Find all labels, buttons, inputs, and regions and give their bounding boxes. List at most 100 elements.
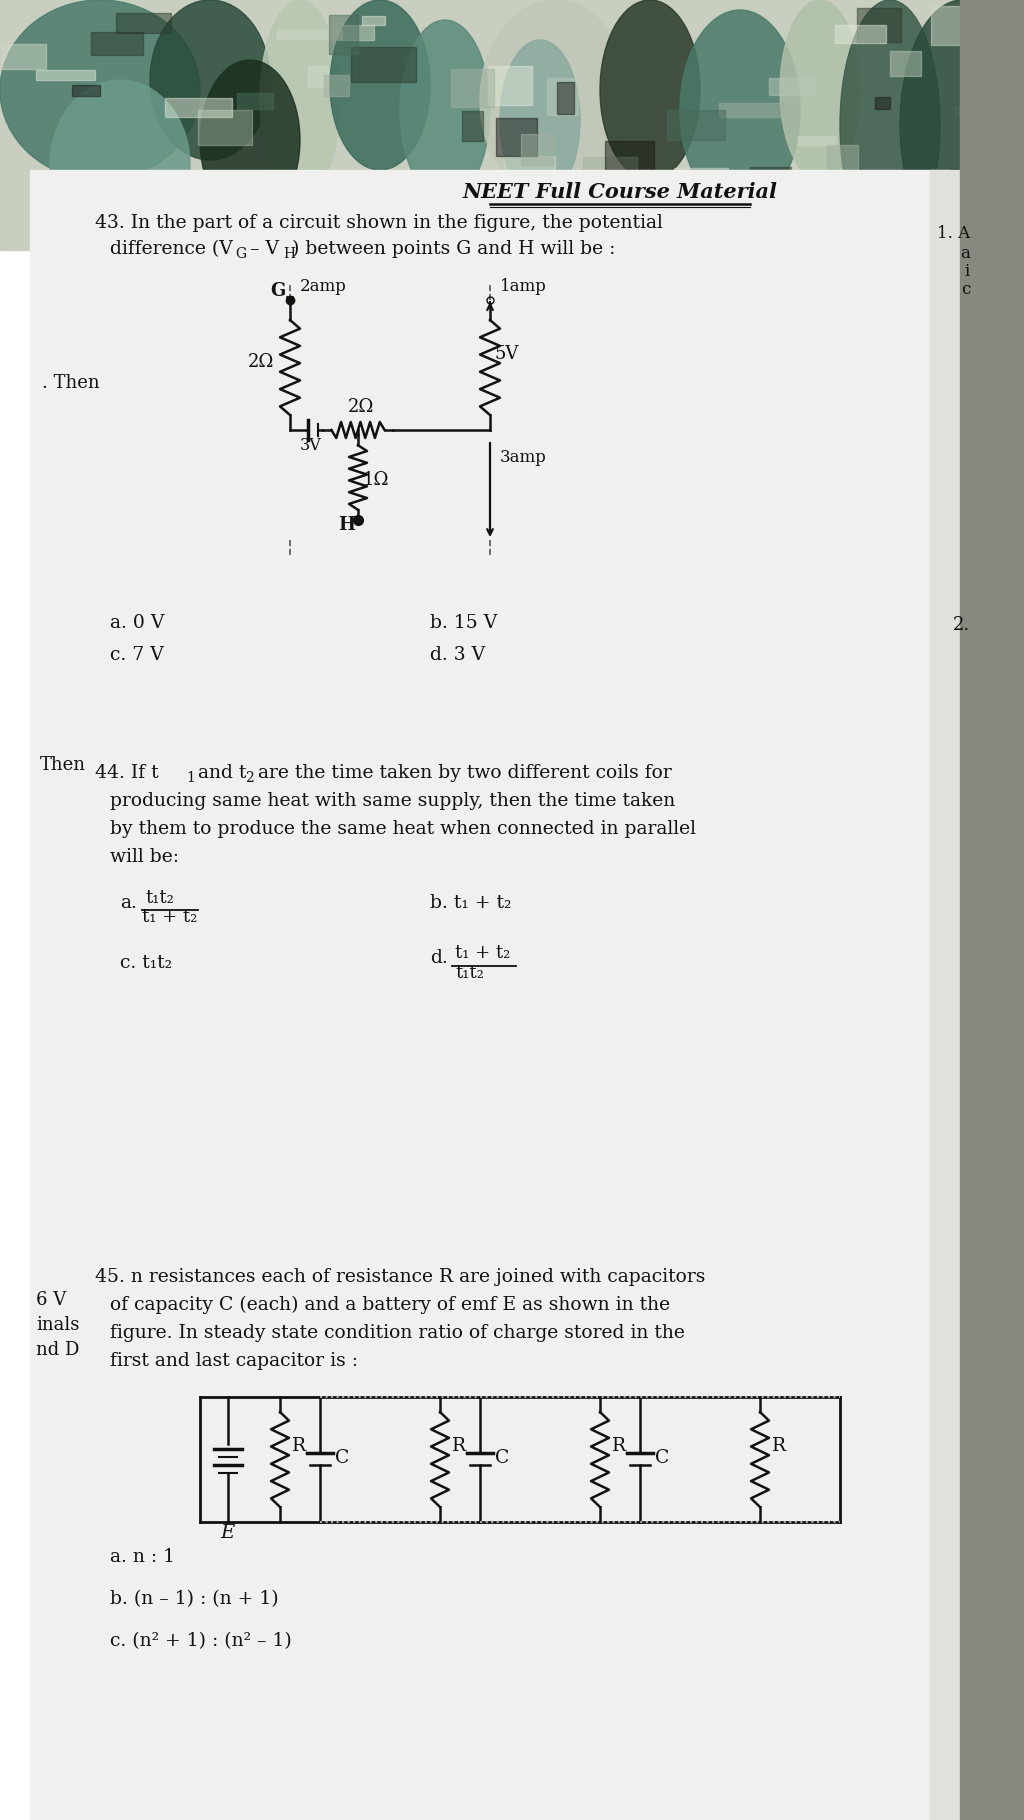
Bar (573, 193, 610, 231)
Bar (36, 71, 95, 80)
Bar (919, 207, 940, 228)
Bar (857, 9, 901, 42)
Bar (278, 31, 342, 40)
Bar (613, 238, 648, 255)
Text: b. (n – 1) : (n + 1): b. (n – 1) : (n + 1) (110, 1591, 279, 1609)
Bar (828, 235, 851, 251)
Bar (874, 96, 890, 109)
Bar (744, 237, 793, 253)
Bar (778, 222, 830, 255)
Bar (827, 146, 858, 169)
Text: t₁t₂: t₁t₂ (455, 965, 484, 983)
Bar (487, 66, 531, 106)
Text: are the time taken by two different coils for: are the time taken by two different coil… (252, 764, 672, 783)
Text: 1amp: 1amp (500, 278, 547, 295)
Text: t₁t₂: t₁t₂ (145, 888, 174, 906)
Bar (605, 140, 654, 171)
Text: a.: a. (120, 894, 137, 912)
Text: C: C (655, 1449, 670, 1467)
Bar (520, 217, 560, 229)
Text: R: R (452, 1438, 466, 1454)
Bar (237, 93, 273, 109)
Ellipse shape (600, 0, 700, 180)
Ellipse shape (150, 0, 270, 160)
Bar (308, 66, 328, 87)
Text: 45. n resistances each of resistance R are joined with capacitors: 45. n resistances each of resistance R a… (95, 1269, 706, 1287)
Ellipse shape (480, 0, 630, 200)
Text: difference (V: difference (V (110, 240, 232, 258)
Text: first and last capacitor is :: first and last capacitor is : (110, 1352, 358, 1370)
Text: figure. In steady state condition ratio of charge stored in the: figure. In steady state condition ratio … (110, 1323, 685, 1341)
Ellipse shape (900, 0, 1024, 249)
Ellipse shape (200, 60, 300, 220)
Text: Then: Then (40, 755, 86, 774)
Bar (504, 157, 555, 173)
Bar (751, 167, 792, 182)
Bar (797, 180, 820, 209)
Text: a: a (961, 246, 970, 262)
Text: 2Ω: 2Ω (348, 399, 375, 417)
Bar (668, 109, 725, 140)
Text: c. 7 V: c. 7 V (110, 646, 164, 664)
Text: a. 0 V: a. 0 V (110, 613, 165, 632)
Bar (325, 75, 348, 96)
Ellipse shape (0, 0, 200, 180)
Text: t₁ + t₂: t₁ + t₂ (142, 908, 198, 926)
Text: 6 V: 6 V (36, 1290, 67, 1309)
Text: G: G (270, 282, 286, 300)
Text: – V: – V (244, 240, 279, 258)
Bar (324, 186, 349, 215)
Text: nd D: nd D (36, 1341, 80, 1360)
Bar (955, 106, 1004, 115)
Bar (165, 98, 231, 116)
Text: 1. A: 1. A (937, 226, 970, 242)
Text: 5V: 5V (495, 346, 519, 362)
Text: 1: 1 (186, 772, 195, 784)
Bar (91, 33, 143, 55)
Text: c. t₁t₂: c. t₁t₂ (120, 954, 172, 972)
Bar (931, 5, 979, 46)
Bar (472, 211, 495, 228)
Bar (208, 180, 238, 195)
Bar (591, 235, 659, 251)
Text: by them to produce the same heat when connected in parallel: by them to produce the same heat when co… (110, 821, 696, 837)
Text: 3amp: 3amp (500, 450, 547, 466)
Bar (557, 217, 581, 240)
Ellipse shape (260, 0, 340, 200)
Text: R: R (612, 1438, 626, 1454)
Bar (798, 136, 836, 144)
Text: H: H (338, 517, 355, 533)
Bar (361, 16, 385, 25)
Bar (198, 111, 252, 146)
Bar (583, 157, 637, 173)
Text: ) between points G and H will be :: ) between points G and H will be : (292, 240, 615, 258)
Text: and t: and t (193, 764, 247, 783)
Bar (328, 25, 374, 40)
Text: 43. In the part of a circuit shown in the figure, the potential: 43. In the part of a circuit shown in th… (95, 215, 663, 231)
Text: 1Ω: 1Ω (362, 471, 389, 490)
Ellipse shape (330, 0, 430, 169)
Bar (719, 104, 784, 116)
Text: 44. If t: 44. If t (95, 764, 159, 783)
Ellipse shape (400, 20, 490, 200)
Text: i: i (965, 264, 970, 280)
Bar (392, 235, 419, 269)
Text: c. (n² + 1) : (n² – 1): c. (n² + 1) : (n² – 1) (110, 1633, 292, 1651)
Text: c: c (961, 280, 970, 298)
Text: C: C (335, 1449, 349, 1467)
Text: R: R (772, 1438, 786, 1454)
Bar (77, 195, 116, 226)
Ellipse shape (680, 9, 800, 209)
Bar (500, 169, 559, 189)
Text: 2Ω: 2Ω (248, 353, 274, 371)
Bar (95, 200, 133, 229)
Text: b. 15 V: b. 15 V (430, 613, 498, 632)
Bar (675, 167, 727, 187)
Text: R: R (292, 1438, 306, 1454)
Text: G: G (234, 248, 246, 260)
Bar (30, 169, 950, 1820)
Bar (72, 86, 100, 96)
Ellipse shape (500, 40, 580, 200)
Bar (496, 118, 538, 157)
Text: NEET Full Course Material: NEET Full Course Material (463, 182, 777, 202)
